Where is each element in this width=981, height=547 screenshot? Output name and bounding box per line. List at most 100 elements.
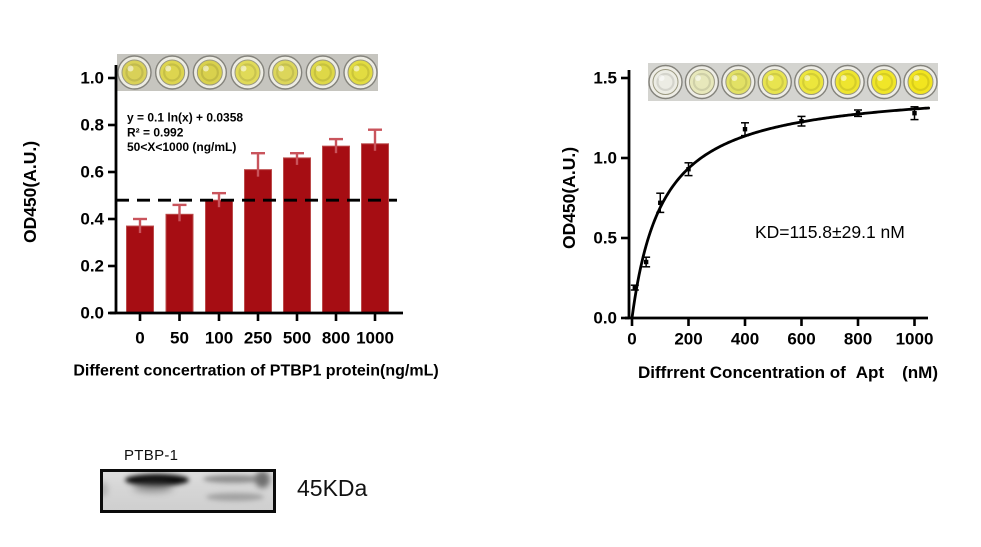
- y-tick-label: 0.4: [80, 210, 104, 229]
- x-axis-title: Different concertration of PTBP1 protein…: [73, 363, 438, 380]
- y-tick-label: 0.6: [80, 163, 104, 182]
- assay-well: [903, 64, 938, 100]
- well-liquid: [907, 69, 934, 95]
- well-liquid: [347, 59, 374, 86]
- blot-band-faint-upper: [203, 475, 263, 483]
- bar-error-bars: [133, 128, 382, 234]
- blot-smudge-right: [255, 472, 270, 488]
- well-swirl: [838, 72, 857, 92]
- assay-well: [343, 55, 378, 90]
- well-highlight: [913, 75, 920, 81]
- blot-band-tail: [133, 482, 173, 492]
- assay-well: [267, 55, 303, 90]
- well-highlight: [165, 65, 172, 72]
- x-tick-label: 0: [627, 330, 636, 349]
- y-tick-label: 1.5: [593, 69, 617, 88]
- well-swirl: [802, 72, 821, 92]
- data-point: [912, 111, 917, 116]
- binding-curve-chart: 0.0 0.5 1.0 1.5 0 200 400 600 800 1000 KD=115.8±29…: [559, 63, 938, 382]
- y-tick-label: 0.8: [80, 116, 104, 135]
- axes: [110, 65, 403, 315]
- well-highlight: [804, 75, 811, 81]
- y-tick-label: 1.0: [80, 69, 104, 88]
- well-swirl: [313, 63, 332, 82]
- bar: [205, 199, 233, 314]
- data-point: [799, 119, 804, 124]
- well-swirl: [163, 63, 182, 82]
- well-swirl: [656, 72, 675, 92]
- assay-well: [230, 55, 265, 90]
- assay-well: [794, 64, 829, 100]
- well-liquid: [272, 59, 299, 86]
- assay-well: [117, 55, 152, 90]
- well-swirl: [874, 72, 894, 92]
- well-highlight: [658, 75, 665, 81]
- well-highlight: [877, 75, 884, 81]
- blot-band-faint-lower: [206, 493, 264, 501]
- well-swirl: [729, 72, 748, 92]
- data-point: [658, 200, 663, 205]
- x-tick-label: 50: [170, 329, 189, 348]
- x-tick-label: 500: [283, 329, 311, 348]
- bar: [165, 213, 194, 314]
- x-tick-label: 100: [205, 329, 233, 348]
- assay-well: [866, 64, 902, 100]
- y-tick-label: 1.0: [593, 149, 617, 168]
- annotation-line: y = 0.1 ln(x) + 0.0358: [127, 111, 243, 125]
- bar: [126, 225, 154, 314]
- well-highlight: [840, 75, 847, 81]
- well-liquid: [725, 69, 752, 95]
- data-point: [643, 259, 649, 265]
- bar: [283, 157, 311, 314]
- x-axis-ticks: 0 200 400 600 800 1000: [627, 318, 933, 349]
- well-highlight: [353, 65, 360, 72]
- y-tick-label: 0.5: [593, 229, 617, 248]
- well-swirl: [125, 63, 144, 82]
- well-highlight: [127, 65, 134, 72]
- fit-curve: [630, 106, 931, 320]
- well-highlight: [767, 75, 774, 81]
- assay-well: [721, 64, 756, 100]
- assay-well: [684, 64, 720, 100]
- x-tick-label: 1000: [896, 330, 934, 349]
- well-highlight: [731, 75, 738, 81]
- apt-highlight: Apt: [856, 363, 885, 382]
- x-tick-label: 600: [787, 330, 815, 349]
- western-blot-image: [100, 469, 276, 513]
- well-highlight: [202, 65, 209, 72]
- well-swirl: [238, 63, 257, 82]
- annotation-line: R² = 0.992: [127, 125, 184, 139]
- data-point: [632, 285, 638, 290]
- x-tick-label: 250: [244, 329, 272, 348]
- bar: [244, 169, 272, 314]
- y-axis-title: OD450(A.U.): [20, 141, 40, 243]
- well-liquid: [798, 69, 825, 95]
- data-point: [742, 127, 748, 132]
- y-tick-label: 0.2: [80, 257, 104, 276]
- well-swirl: [692, 72, 712, 92]
- well-liquid: [121, 59, 148, 86]
- well-swirl: [351, 63, 370, 82]
- well-highlight: [315, 65, 322, 72]
- bar: [322, 145, 350, 314]
- x-tick-label: 800: [322, 329, 350, 348]
- well-swirl: [200, 63, 219, 82]
- well-liquid: [309, 59, 336, 86]
- well-swirl: [911, 72, 930, 92]
- well-highlight: [240, 65, 247, 72]
- x-axis-ticks: 0 50 100 250 500 800 1000: [135, 313, 394, 348]
- kd-annotation: KD=115.8±29.1 nM: [755, 222, 905, 242]
- blot-protein-label: PTBP-1: [124, 447, 179, 464]
- assay-well: [648, 64, 683, 100]
- well-liquid: [159, 59, 186, 86]
- well-liquid: [688, 69, 715, 95]
- well-liquid: [234, 59, 261, 86]
- annotation-line: 50<X<1000 (ng/mL): [127, 140, 236, 154]
- assay-well: [154, 55, 190, 90]
- well-highlight: [278, 65, 285, 72]
- well-swirl: [765, 72, 784, 92]
